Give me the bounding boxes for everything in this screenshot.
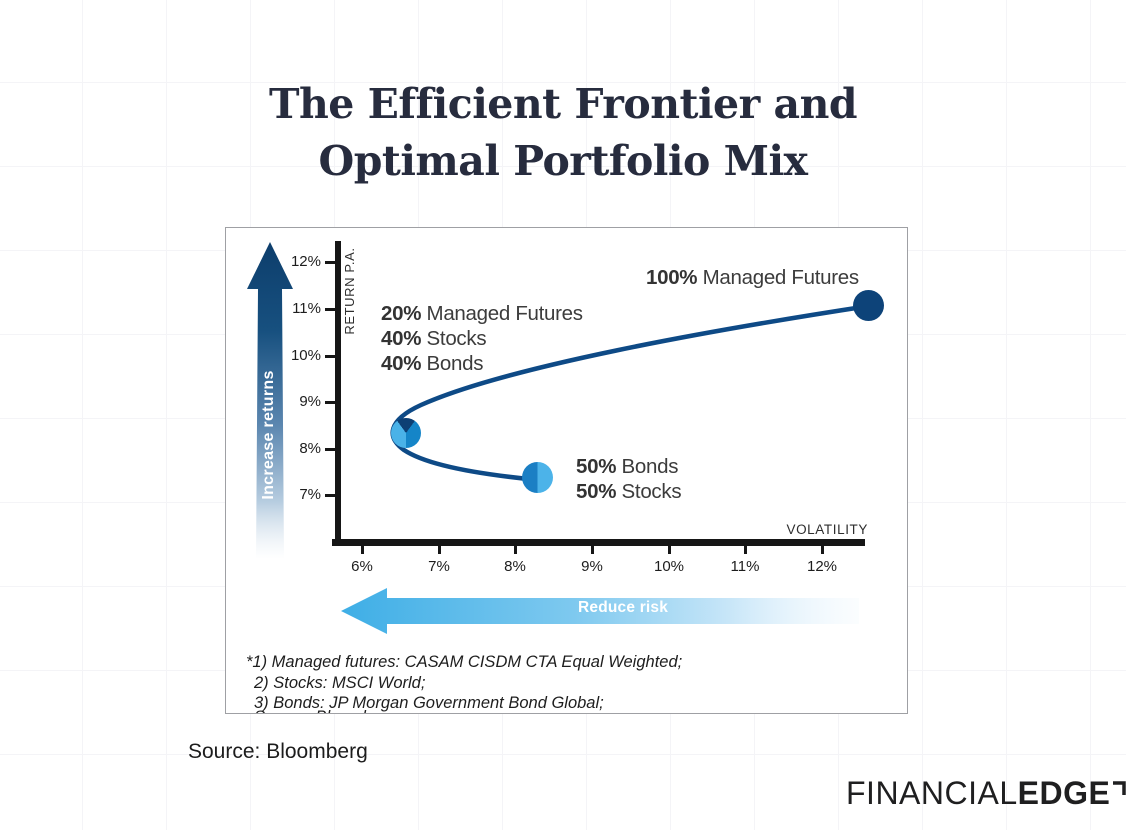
label-mixed-portfolio: 20% Managed Futures 40% Stocks 40% Bonds [381, 301, 583, 376]
label-100-managed-futures: 100% Managed Futures [646, 266, 859, 289]
x-tick-label: 10% [653, 558, 685, 575]
y-tick-label: 7% [299, 486, 321, 503]
x-tick-label: 11% [730, 558, 760, 575]
y-tick-label: 11% [292, 300, 321, 317]
x-tick-label: 7% [428, 558, 450, 575]
label-line: 20% Managed Futures [381, 302, 583, 325]
chart-footnotes: *1) Managed futures: CASAM CISDM CTA Equ… [246, 652, 683, 713]
x-axis-title: VOLATILITY [786, 522, 868, 537]
datapoint-50-bonds-50-stocks [522, 462, 553, 493]
datapoint-100-managed-futures [853, 290, 884, 321]
logo-text-financial: FINANCIAL [846, 775, 1018, 811]
y-tick-mark [325, 494, 335, 497]
x-tick-mark [514, 546, 517, 554]
x-tick-mark [361, 546, 364, 554]
logo-text-edge: EDGE [1017, 775, 1111, 811]
page-title-line1: The Efficient Frontier and [268, 80, 858, 128]
x-tick-mark [821, 546, 824, 554]
y-tick-mark [325, 355, 335, 358]
x-tick-label: 12% [806, 558, 838, 575]
reduce-risk-label: Reduce risk [578, 599, 669, 616]
x-tick-label: 9% [581, 558, 603, 575]
financial-edge-logo: FINANCIAL EDGE [846, 772, 1126, 810]
y-axis [335, 241, 341, 546]
x-tick-label: 8% [504, 558, 526, 575]
footnote-line: *1) Managed futures: CASAM CISDM CTA Equ… [246, 653, 683, 671]
y-tick-mark [325, 261, 335, 264]
y-tick-label: 8% [299, 440, 321, 457]
y-tick-label: 12% [290, 253, 321, 270]
logo-corner-icon [1113, 781, 1126, 795]
x-tick-mark [668, 546, 671, 554]
footnote-line: 2) Stocks: MSCI World; [254, 673, 426, 692]
reduce-risk-arrow [341, 588, 859, 634]
label-line: 50% Stocks [576, 480, 682, 503]
label-line: 40% Bonds [381, 352, 484, 375]
x-tick-mark [438, 546, 441, 554]
y-tick-label: 9% [299, 393, 321, 410]
efficient-frontier-curve [390, 303, 872, 483]
y-tick-mark [325, 401, 335, 404]
y-tick-mark [325, 448, 335, 451]
page-title-line2: Optimal Portfolio Mix [318, 137, 808, 185]
source-attribution: Source: Bloomberg [188, 740, 368, 763]
x-tick-mark [744, 546, 747, 554]
increase-returns-arrow [247, 242, 293, 559]
clipped-footnote: Source: Bloomberg [254, 707, 395, 713]
footnote-line: 3) Bonds: JP Morgan Government Bond Glob… [254, 694, 604, 712]
x-tick-mark [591, 546, 594, 554]
datapoint-mixed-portfolio [391, 418, 421, 448]
page-title: The Efficient Frontier and Optimal Portf… [0, 76, 1126, 190]
label-line: 40% Stocks [381, 327, 487, 350]
x-axis [332, 539, 865, 546]
label-50-bonds-50-stocks: 50% Bonds 50% Stocks [576, 454, 682, 504]
x-tick-label: 6% [351, 558, 373, 575]
chart-panel: Increase returns RETURN P.A. VOLATILITY … [225, 227, 908, 714]
label-line: 50% Bonds [576, 455, 679, 478]
y-tick-label: 10% [290, 347, 321, 364]
y-tick-mark [325, 308, 335, 311]
